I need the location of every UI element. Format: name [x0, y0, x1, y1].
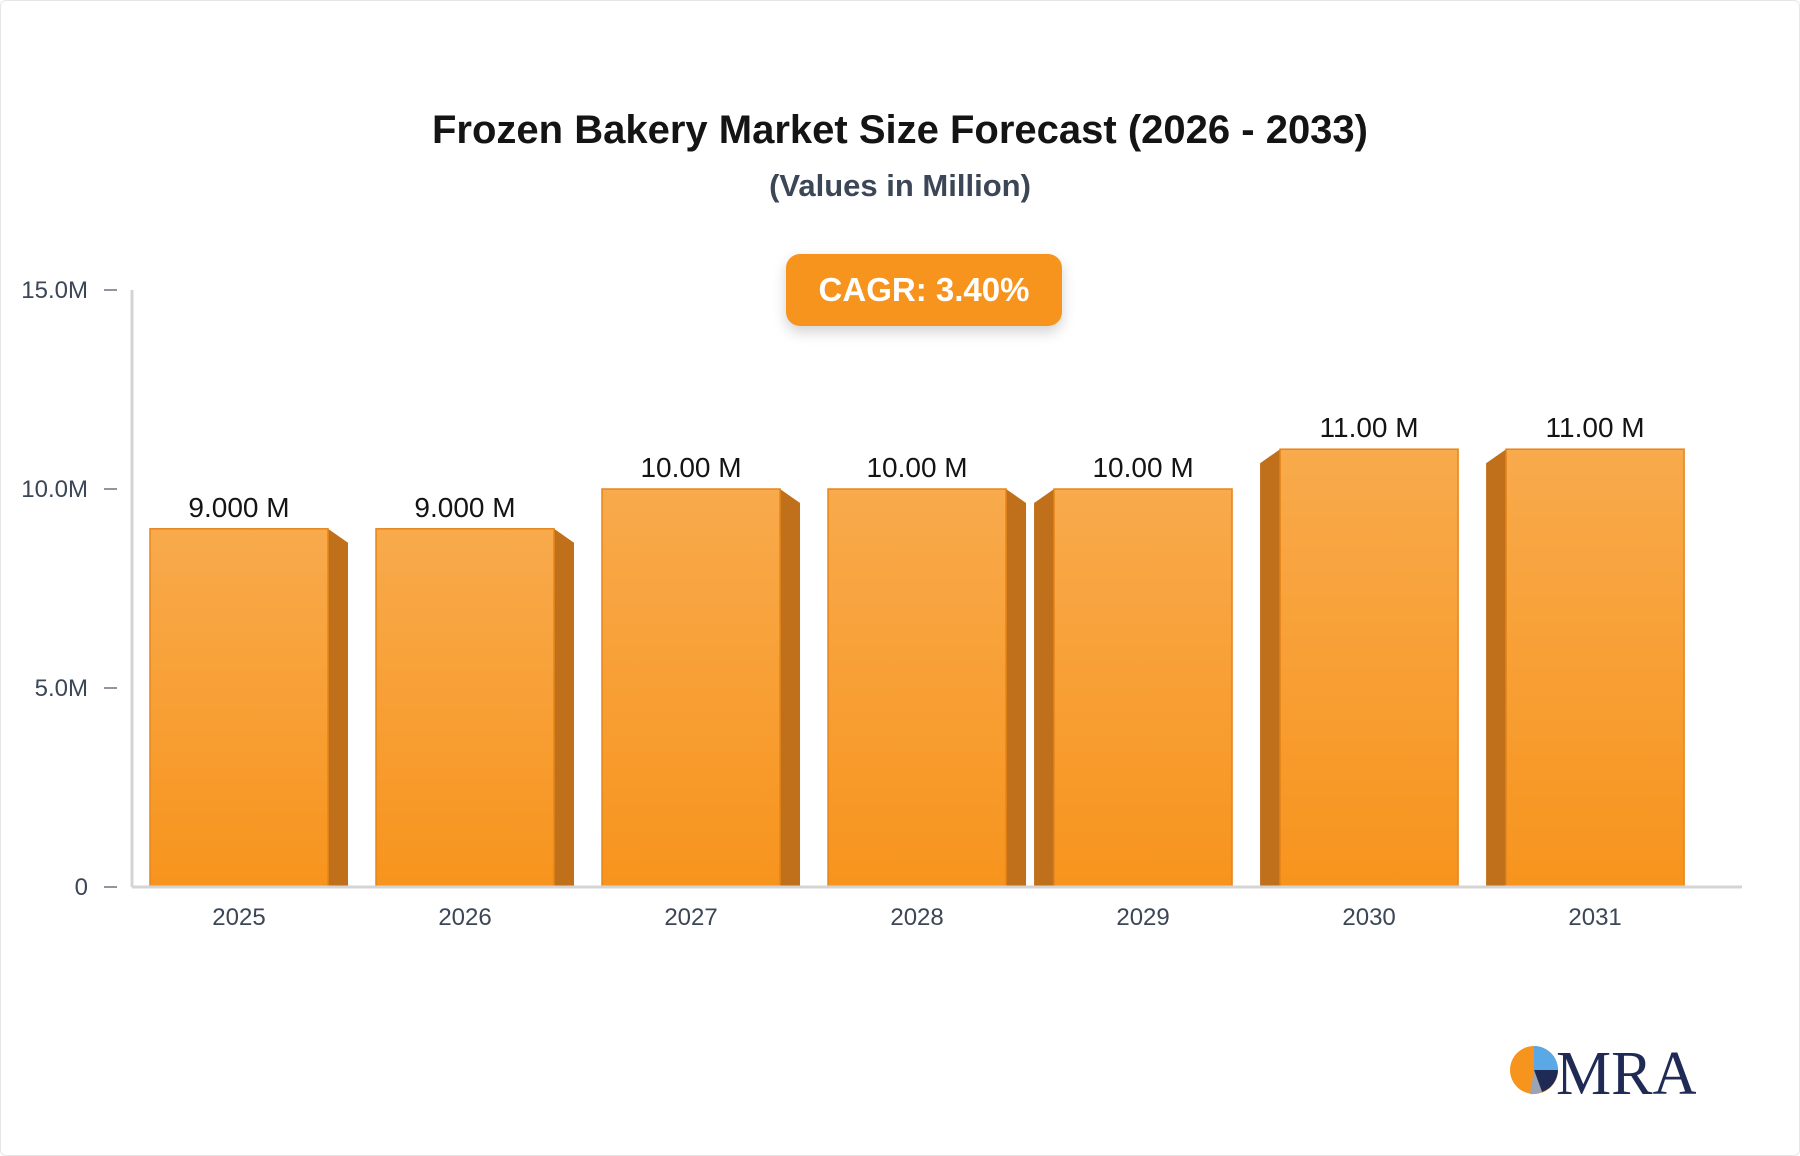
- bar-front: [827, 488, 1007, 888]
- bar-2028: 10.00 M: [827, 452, 1027, 888]
- y-tick-label: 5.0M: [35, 675, 88, 702]
- bar-side-face: [1486, 449, 1507, 887]
- bar-2030: 11.00 M: [1260, 412, 1459, 888]
- x-tick-label: 2026: [438, 904, 491, 931]
- bar-value-label: 9.000 M: [414, 492, 515, 523]
- bar-2026: 9.000 M: [375, 492, 575, 888]
- bar-front: [1279, 448, 1459, 888]
- bar-front: [375, 528, 555, 888]
- y-tick-label: 10.0M: [21, 476, 88, 503]
- x-tick-label: 2025: [212, 904, 265, 931]
- y-tick-label: 0: [75, 874, 88, 901]
- bar-side-face: [328, 528, 348, 887]
- logo-text: MRA: [1556, 1040, 1696, 1102]
- bar-front: [1505, 448, 1685, 888]
- bar-front: [601, 488, 781, 888]
- chart-title: Frozen Bakery Market Size Forecast (2026…: [432, 108, 1368, 152]
- chart-subtitle: (Values in Million): [769, 168, 1031, 203]
- y-axis: 0 5.0M 10.0M 15.0M: [21, 277, 134, 901]
- bar-front: [149, 528, 329, 888]
- bar-side-face: [1034, 489, 1055, 887]
- bar-side-face: [1006, 489, 1027, 887]
- y-tick-label: 15.0M: [21, 277, 88, 304]
- bar-2027: 10.00 M: [601, 452, 801, 888]
- bar-2029: 10.00 M: [1034, 452, 1233, 888]
- x-tick-label: 2027: [664, 904, 717, 931]
- bar-value-label: 11.00 M: [1320, 412, 1419, 443]
- pie-chart-logo-icon: [1510, 1046, 1558, 1095]
- bar-2031: 11.00 M: [1486, 412, 1685, 888]
- bar-front: [1053, 488, 1233, 888]
- bar-value-label: 11.00 M: [1546, 412, 1645, 443]
- x-tick-label: 2031: [1568, 904, 1621, 931]
- x-tick-label: 2029: [1116, 904, 1169, 931]
- bar-side-face: [780, 489, 801, 887]
- x-tick-label: 2030: [1342, 904, 1395, 931]
- bar-value-label: 9.000 M: [188, 492, 289, 523]
- mra-logo: MRA: [1510, 1040, 1696, 1102]
- bar-value-label: 10.00 M: [640, 452, 741, 483]
- bars: 9.000 M 9.000 M 10.00 M 10.00 M 10.00 M 11.00…: [149, 412, 1685, 888]
- bar-value-label: 10.00 M: [866, 452, 967, 483]
- bar-2025: 9.000 M: [149, 492, 348, 888]
- bar-side-face: [1260, 449, 1281, 887]
- cagr-badge: CAGR: 3.40%: [786, 254, 1062, 326]
- x-axis: 2025 2026 2027 2028 2029 2030 2031: [132, 885, 1742, 931]
- bar-value-label: 10.00 M: [1092, 452, 1193, 483]
- x-tick-label: 2028: [890, 904, 943, 931]
- bar-side-face: [554, 528, 575, 887]
